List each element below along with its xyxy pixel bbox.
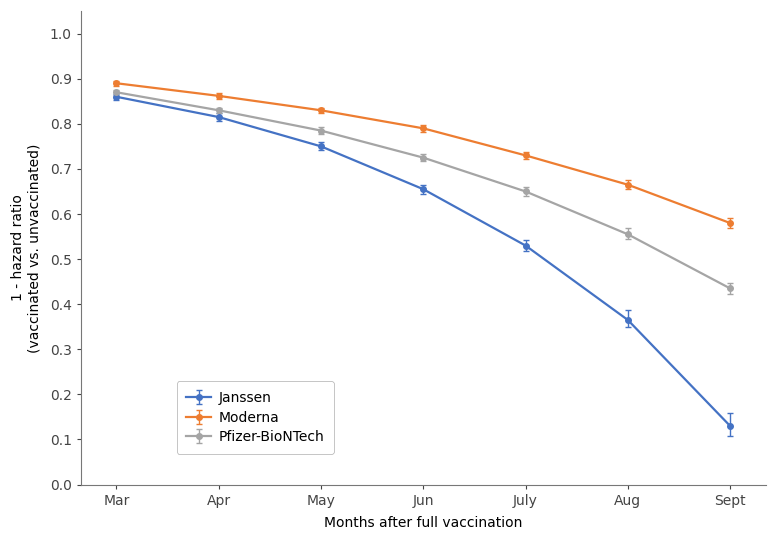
Y-axis label: 1 - hazard ratio
(vaccinated vs. unvaccinated): 1 - hazard ratio (vaccinated vs. unvacci… [11,143,41,353]
X-axis label: Months after full vaccination: Months after full vaccination [324,516,522,530]
Legend: Janssen, Moderna, Pfizer-BioNTech: Janssen, Moderna, Pfizer-BioNTech [176,381,334,454]
